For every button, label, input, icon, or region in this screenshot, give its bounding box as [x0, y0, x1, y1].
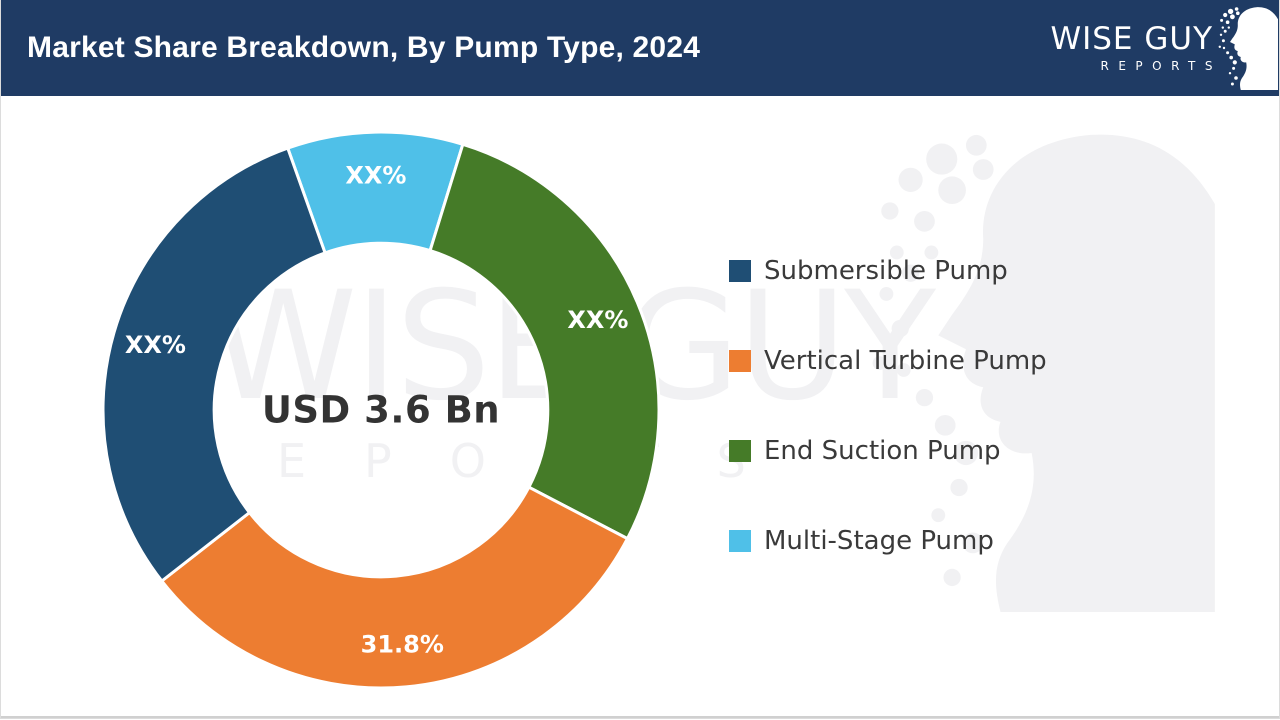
donut-slice-submersible-pump: [101, 146, 327, 583]
legend-swatch: [729, 349, 751, 372]
logo-subtitle: REPORTS: [1100, 59, 1222, 73]
legend-label: Submersible Pump: [764, 255, 1008, 286]
chart-legend: Submersible Pump Vertical Turbine Pump End…: [729, 255, 1047, 556]
page-title: Market Share Breakdown, By Pump Type, 20…: [27, 31, 701, 64]
legend-swatch: [729, 439, 751, 462]
donut-slice-vertical-turbine-pump: [160, 485, 629, 690]
donut-slice-end-suction-pump: [428, 142, 661, 541]
legend-item-vertical-turbine-pump: Vertical Turbine Pump: [729, 345, 1047, 376]
legend-label: Multi-Stage Pump: [764, 525, 994, 556]
logo-text: WISE GUY REPORTS: [1050, 21, 1213, 73]
slice-label: XX%: [125, 331, 186, 359]
legend-swatch: [729, 259, 751, 282]
wise-guy-reports-logo: WISE GUY REPORTS: [1050, 6, 1279, 90]
legend-item-end-suction-pump: End Suction Pump: [729, 435, 1047, 466]
logo-face-icon: [1218, 7, 1278, 90]
legend-label: End Suction Pump: [764, 435, 1001, 466]
header-bar: Market Share Breakdown, By Pump Type, 20…: [1, 0, 1279, 96]
logo-wordmark: WISE GUY: [1050, 21, 1213, 57]
legend-item-submersible-pump: Submersible Pump: [729, 255, 1047, 286]
slice-label: XX%: [567, 306, 628, 334]
legend-label: Vertical Turbine Pump: [764, 345, 1047, 376]
slice-label: 31.8%: [361, 630, 444, 658]
chart-center-value: USD 3.6 Bn: [261, 388, 501, 432]
legend-swatch: [729, 529, 751, 552]
bottom-divider: [1, 716, 1279, 718]
legend-item-multi-stage-pump: Multi-Stage Pump: [729, 525, 1047, 556]
slice-label: XX%: [345, 161, 406, 189]
